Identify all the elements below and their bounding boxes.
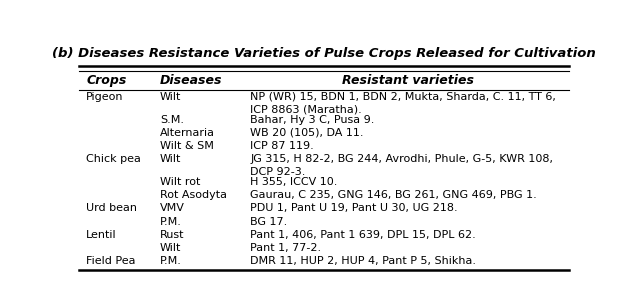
Text: BG 17.: BG 17.	[250, 216, 288, 227]
Text: Pant 1, 77-2.: Pant 1, 77-2.	[250, 243, 322, 253]
Text: Wilt: Wilt	[160, 243, 181, 253]
Text: Pant 1, 406, Pant 1 639, DPL 15, DPL 62.: Pant 1, 406, Pant 1 639, DPL 15, DPL 62.	[250, 230, 476, 240]
Text: Wilt: Wilt	[160, 92, 181, 102]
Text: Rot Asodyta: Rot Asodyta	[160, 190, 227, 200]
Text: JG 315, H 82-2, BG 244, Avrodhi, Phule, G-5, KWR 108,
DCP 92-3.: JG 315, H 82-2, BG 244, Avrodhi, Phule, …	[250, 154, 554, 177]
Text: Pigeon: Pigeon	[87, 92, 124, 102]
Text: Lentil: Lentil	[87, 230, 117, 240]
Text: PDU 1, Pant U 19, Pant U 30, UG 218.: PDU 1, Pant U 19, Pant U 30, UG 218.	[250, 203, 458, 213]
Text: (b) Diseases Resistance Varieties of Pulse Crops Released for Cultivation: (b) Diseases Resistance Varieties of Pul…	[52, 48, 596, 60]
Text: DMR 11, HUP 2, HUP 4, Pant P 5, Shikha.: DMR 11, HUP 2, HUP 4, Pant P 5, Shikha.	[250, 256, 477, 266]
Text: Wilt & SM: Wilt & SM	[160, 141, 214, 151]
Text: Crops: Crops	[87, 74, 127, 87]
Text: Diseases: Diseases	[160, 74, 222, 87]
Text: Wilt rot: Wilt rot	[160, 177, 200, 187]
Text: Gaurau, C 235, GNG 146, BG 261, GNG 469, PBG 1.: Gaurau, C 235, GNG 146, BG 261, GNG 469,…	[250, 190, 537, 200]
Text: Urd bean: Urd bean	[87, 203, 137, 213]
Text: VMV: VMV	[160, 203, 185, 213]
Text: ICP 87 119.: ICP 87 119.	[250, 141, 314, 151]
Text: P.M.: P.M.	[160, 256, 181, 266]
Text: Field Pea: Field Pea	[87, 256, 136, 266]
Text: Alternaria: Alternaria	[160, 128, 215, 138]
Text: NP (WR) 15, BDN 1, BDN 2, Mukta, Sharda, C. 11, TT 6,
ICP 8863 (Maratha).: NP (WR) 15, BDN 1, BDN 2, Mukta, Sharda,…	[250, 92, 556, 115]
Text: P.M.: P.M.	[160, 216, 181, 227]
Text: Chick pea: Chick pea	[87, 154, 141, 164]
Text: Wilt: Wilt	[160, 154, 181, 164]
Text: Rust: Rust	[160, 230, 185, 240]
Text: S.M.: S.M.	[160, 115, 184, 125]
Text: Resistant varieties: Resistant varieties	[343, 74, 475, 87]
Text: H 355, ICCV 10.: H 355, ICCV 10.	[250, 177, 338, 187]
Text: WB 20 (105), DA 11.: WB 20 (105), DA 11.	[250, 128, 364, 138]
Text: Bahar, Hy 3 C, Pusa 9.: Bahar, Hy 3 C, Pusa 9.	[250, 115, 375, 125]
